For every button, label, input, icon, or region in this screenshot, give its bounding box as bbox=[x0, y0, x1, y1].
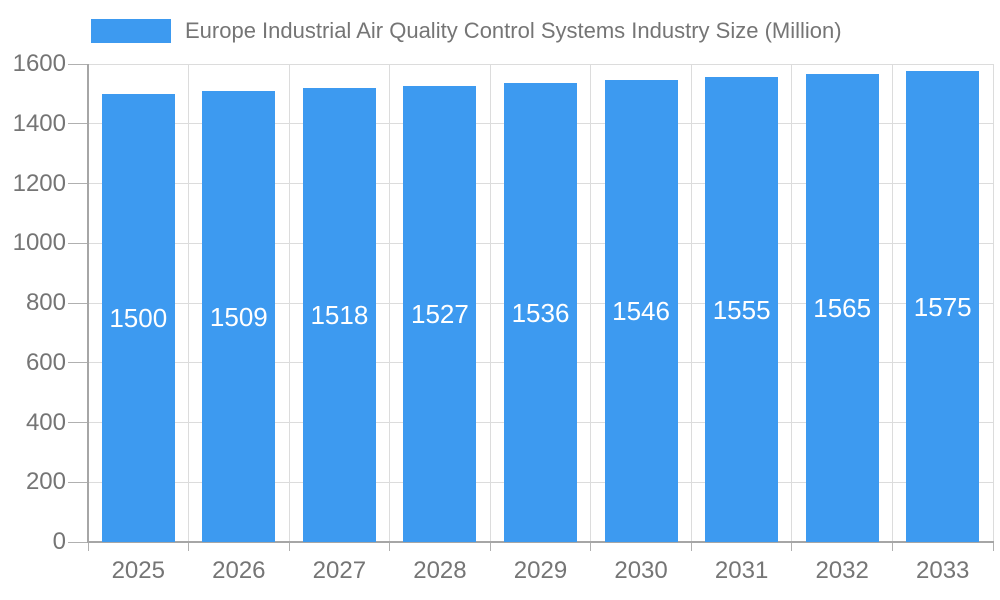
x-tick bbox=[891, 542, 893, 551]
x-tick bbox=[188, 542, 190, 551]
x-gridline bbox=[690, 64, 692, 542]
bar-value-label: 1546 bbox=[612, 296, 670, 327]
bar bbox=[604, 80, 678, 542]
y-tick bbox=[68, 302, 88, 304]
bar bbox=[705, 77, 779, 542]
y-tick bbox=[68, 362, 88, 364]
bar bbox=[101, 93, 175, 542]
x-tick bbox=[288, 542, 290, 551]
x-axis-label: 2026 bbox=[212, 557, 266, 584]
y-tick bbox=[68, 63, 88, 65]
x-axis-label: 2027 bbox=[312, 557, 367, 584]
y-tick-label: 400 bbox=[25, 408, 66, 436]
x-tick bbox=[690, 542, 692, 551]
y-tick bbox=[68, 481, 88, 483]
x-axis-label: 2030 bbox=[614, 557, 668, 584]
bar bbox=[906, 71, 980, 542]
y-tick-label: 1400 bbox=[12, 109, 66, 137]
y-tick-label: 1600 bbox=[12, 50, 66, 77]
y-tick-label: 1200 bbox=[12, 169, 66, 197]
y-tick-label: 200 bbox=[25, 468, 66, 496]
bar bbox=[302, 88, 376, 542]
bar-value-label: 1527 bbox=[411, 298, 469, 329]
y-tick-label: 0 bbox=[52, 528, 66, 555]
x-axis-label: 2028 bbox=[413, 557, 467, 584]
x-gridline bbox=[590, 64, 592, 542]
x-gridline bbox=[791, 64, 793, 542]
bar bbox=[202, 91, 276, 542]
bar-value-label: 1565 bbox=[813, 293, 872, 324]
chart-title: Europe Industrial Air Quality Control Sy… bbox=[185, 18, 842, 43]
bar-value-label: 1500 bbox=[109, 302, 168, 333]
y-tick bbox=[68, 422, 88, 423]
x-gridline bbox=[288, 64, 290, 542]
x-gridline bbox=[992, 64, 994, 542]
bar bbox=[805, 74, 879, 542]
y-tick-label: 600 bbox=[25, 348, 66, 376]
y-tick-label: 800 bbox=[25, 289, 66, 316]
x-tick bbox=[87, 542, 89, 551]
x-gridline bbox=[891, 64, 893, 542]
legend: Europe Industrial Air Quality Control Sy… bbox=[91, 18, 842, 44]
bar-value-label: 1518 bbox=[310, 300, 369, 331]
x-gridline bbox=[489, 64, 491, 542]
x-gridline bbox=[188, 64, 190, 542]
x-axis-line bbox=[87, 541, 994, 543]
y-gridline bbox=[88, 63, 993, 65]
x-axis-label: 2029 bbox=[513, 557, 568, 584]
bar-value-label: 1575 bbox=[913, 291, 972, 322]
x-tick bbox=[992, 542, 994, 551]
bar bbox=[504, 83, 577, 542]
legend-swatch bbox=[91, 19, 171, 43]
y-tick-label: 1000 bbox=[12, 229, 66, 257]
x-axis-label: 2025 bbox=[111, 557, 165, 584]
x-gridline bbox=[389, 64, 391, 542]
y-tick bbox=[68, 183, 88, 184]
x-tick bbox=[791, 542, 793, 551]
bar bbox=[403, 85, 477, 542]
y-axis-line bbox=[87, 64, 89, 542]
bar-value-label: 1509 bbox=[209, 301, 268, 332]
bar-value-label: 1555 bbox=[712, 294, 771, 325]
x-tick bbox=[389, 542, 391, 551]
x-axis-label: 2033 bbox=[916, 557, 970, 584]
bar-value-label: 1536 bbox=[511, 297, 570, 328]
y-tick bbox=[68, 541, 88, 543]
x-tick bbox=[590, 542, 592, 551]
y-tick bbox=[68, 242, 88, 244]
x-axis-label: 2031 bbox=[714, 557, 769, 584]
y-tick bbox=[68, 123, 88, 125]
x-tick bbox=[489, 542, 491, 551]
x-axis-label: 2032 bbox=[815, 557, 869, 584]
